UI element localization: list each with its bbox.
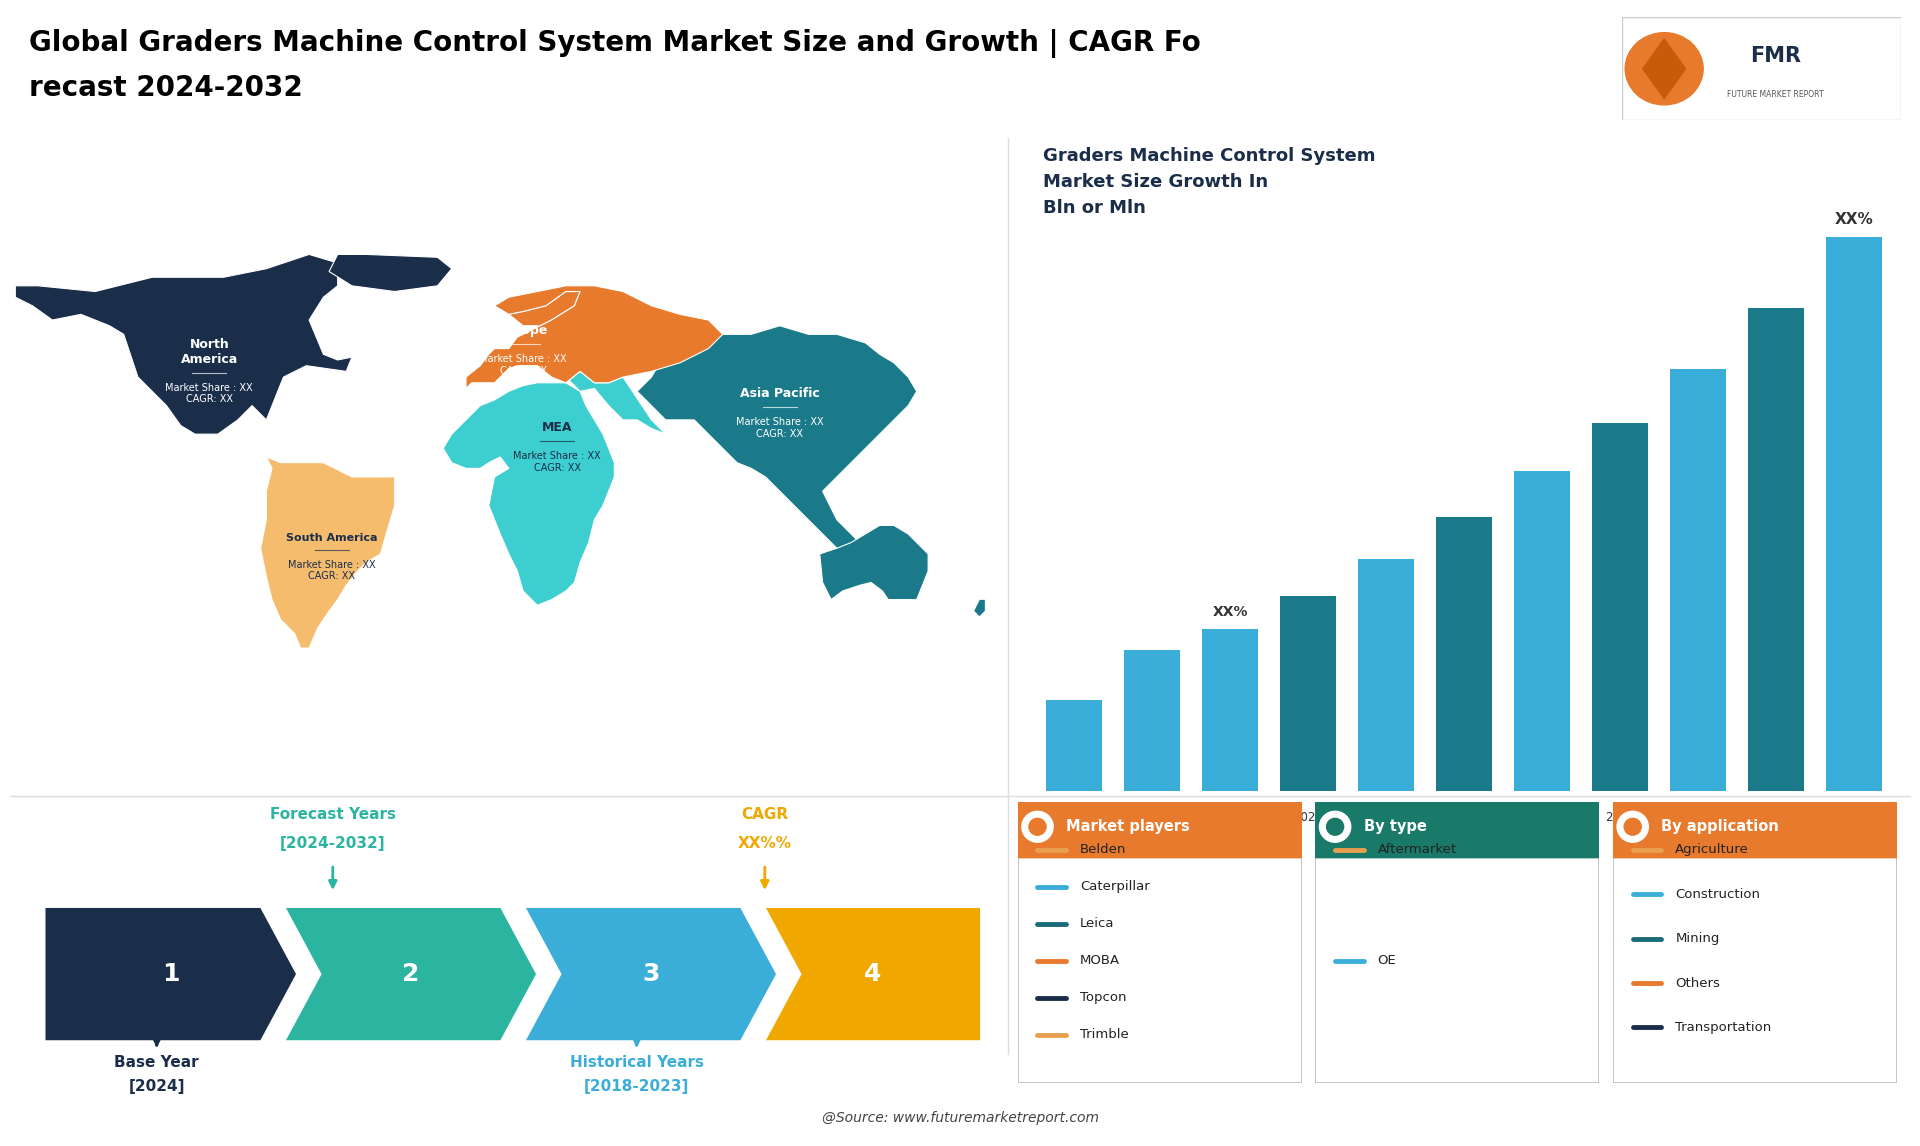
Text: [2024]: [2024]	[129, 1080, 184, 1094]
Polygon shape	[467, 285, 722, 388]
Circle shape	[1624, 818, 1642, 835]
Bar	[1357, 559, 1413, 791]
Text: Market Share : XX
CAGR: XX: Market Share : XX CAGR: XX	[513, 452, 601, 473]
Text: Topcon: Topcon	[1081, 991, 1127, 1004]
Text: XX%: XX%	[1212, 605, 1248, 619]
Bar	[1670, 369, 1726, 791]
Text: Caterpillar: Caterpillar	[1081, 880, 1150, 894]
Polygon shape	[1642, 38, 1686, 100]
Text: Base Year: Base Year	[115, 1055, 200, 1070]
Polygon shape	[44, 908, 298, 1041]
FancyBboxPatch shape	[1605, 795, 1905, 858]
Bar	[1281, 596, 1336, 791]
Text: 2027: 2027	[1450, 810, 1478, 824]
Text: Mining: Mining	[1676, 932, 1720, 945]
Text: Belden: Belden	[1081, 843, 1127, 856]
Text: 2024: 2024	[1215, 810, 1244, 824]
FancyBboxPatch shape	[1010, 795, 1309, 858]
Text: 2025: 2025	[1294, 810, 1323, 824]
Text: [2024-2032]: [2024-2032]	[280, 835, 386, 850]
Text: XX%: XX%	[1836, 212, 1874, 227]
Text: Market Share : XX
CAGR: XX: Market Share : XX CAGR: XX	[288, 559, 376, 581]
Polygon shape	[328, 254, 451, 291]
Polygon shape	[467, 291, 586, 388]
Text: FMR: FMR	[1749, 46, 1801, 65]
Text: Construction: Construction	[1676, 888, 1761, 901]
Bar	[1747, 308, 1805, 791]
Text: 2029: 2029	[1605, 810, 1636, 824]
Polygon shape	[15, 254, 351, 434]
Text: 2030: 2030	[1684, 810, 1713, 824]
Text: Aftermarket: Aftermarket	[1379, 843, 1457, 856]
Polygon shape	[637, 325, 916, 576]
Text: @Source: www.futuremarketreport.com: @Source: www.futuremarketreport.com	[822, 1112, 1098, 1125]
Text: 2031: 2031	[1761, 810, 1791, 824]
Text: Europe: Europe	[499, 324, 547, 337]
Text: 3: 3	[641, 963, 659, 986]
FancyBboxPatch shape	[1308, 795, 1607, 858]
Text: North
America: North America	[180, 338, 238, 366]
Text: South America: South America	[286, 533, 378, 542]
Text: Forecast Years: Forecast Years	[271, 807, 396, 822]
Bar	[1826, 237, 1882, 791]
Text: 2032: 2032	[1839, 810, 1868, 824]
Polygon shape	[764, 908, 981, 1041]
Polygon shape	[566, 371, 666, 434]
Circle shape	[1617, 811, 1647, 842]
Text: [2018-2023]: [2018-2023]	[584, 1080, 689, 1094]
Circle shape	[1319, 811, 1352, 842]
Circle shape	[1021, 811, 1052, 842]
Text: 2022: 2022	[1060, 810, 1089, 824]
Bar	[1123, 650, 1181, 791]
Bar	[1513, 471, 1571, 791]
Circle shape	[1029, 818, 1046, 835]
Polygon shape	[261, 457, 396, 649]
Text: Trimble: Trimble	[1081, 1028, 1129, 1042]
Text: Market Share : XX
CAGR: XX: Market Share : XX CAGR: XX	[735, 417, 824, 439]
Text: Graders Machine Control System
Market Size Growth In
Bln or Mln: Graders Machine Control System Market Si…	[1043, 147, 1375, 218]
Bar	[1202, 629, 1258, 791]
Text: By type: By type	[1363, 819, 1427, 834]
Circle shape	[1624, 33, 1703, 104]
Text: Others: Others	[1676, 976, 1720, 989]
Text: 2: 2	[401, 963, 419, 986]
Text: 1: 1	[161, 963, 180, 986]
FancyBboxPatch shape	[1018, 802, 1302, 1083]
Text: OE: OE	[1379, 955, 1396, 967]
Polygon shape	[524, 908, 778, 1041]
Text: Global Graders Machine Control System Market Size and Growth | CAGR Fo: Global Graders Machine Control System Ma…	[29, 29, 1200, 57]
Text: Market Share : XX
CAGR: XX: Market Share : XX CAGR: XX	[165, 383, 253, 405]
Text: Transportation: Transportation	[1676, 1021, 1772, 1034]
Text: MEA: MEA	[541, 421, 572, 434]
Bar	[1592, 423, 1647, 791]
Polygon shape	[973, 599, 985, 617]
Circle shape	[1327, 818, 1344, 835]
Text: Leica: Leica	[1081, 917, 1116, 931]
Text: recast 2024-2032: recast 2024-2032	[29, 74, 303, 102]
Text: MOBA: MOBA	[1081, 955, 1119, 967]
Text: Asia Pacific: Asia Pacific	[739, 387, 820, 400]
Text: Agriculture: Agriculture	[1676, 843, 1749, 856]
Text: 2023: 2023	[1137, 810, 1167, 824]
Text: 4: 4	[864, 963, 881, 986]
FancyBboxPatch shape	[1315, 802, 1599, 1083]
Text: Historical Years: Historical Years	[570, 1055, 705, 1070]
Text: XX%%: XX%%	[737, 835, 791, 850]
Text: FUTURE MARKET REPORT: FUTURE MARKET REPORT	[1728, 91, 1824, 99]
Polygon shape	[820, 525, 927, 599]
Text: Market players: Market players	[1066, 819, 1190, 834]
Text: CAGR: CAGR	[741, 807, 789, 822]
FancyBboxPatch shape	[1613, 802, 1897, 1083]
Bar	[1436, 517, 1492, 791]
Polygon shape	[444, 383, 614, 605]
Text: Market Share : XX
CAGR: XX: Market Share : XX CAGR: XX	[480, 354, 566, 376]
Text: 2026: 2026	[1371, 810, 1402, 824]
Polygon shape	[284, 908, 538, 1041]
Bar	[1046, 700, 1102, 791]
Text: 2028: 2028	[1526, 810, 1557, 824]
Text: By application: By application	[1661, 819, 1778, 834]
